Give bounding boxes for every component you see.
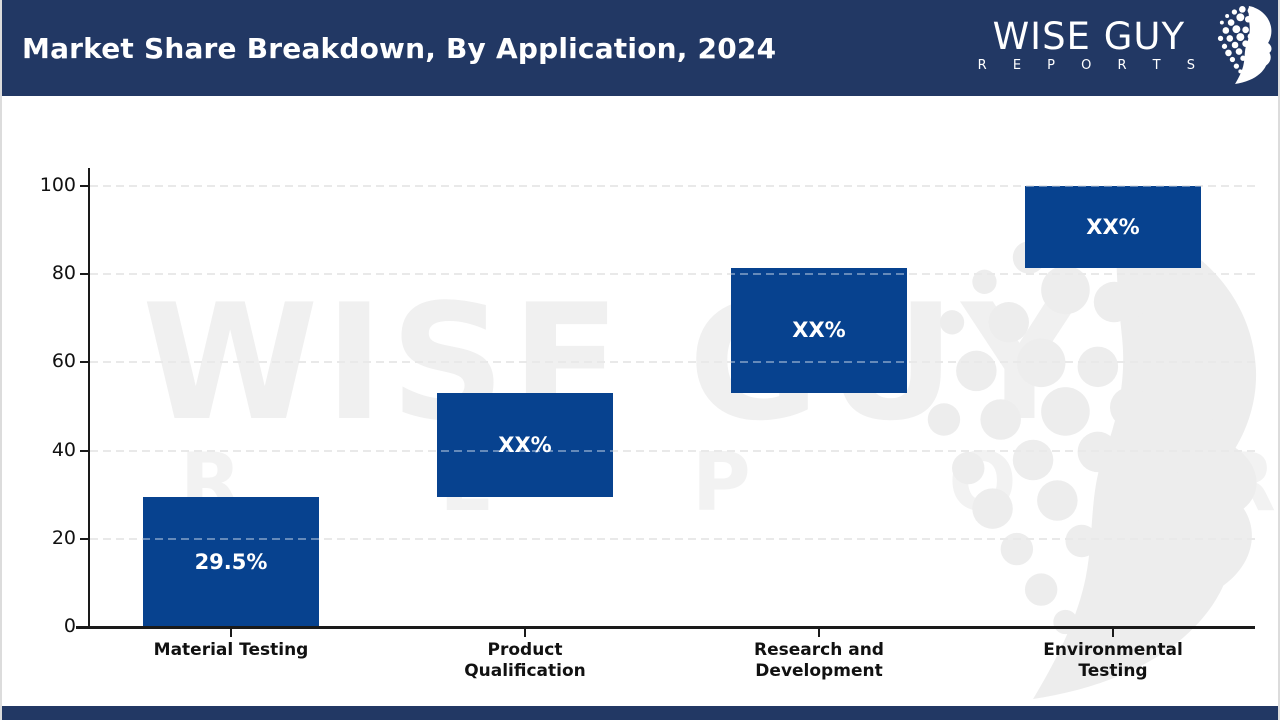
brand-head-icon (1208, 4, 1274, 86)
y-axis-tick-label: 100 (39, 174, 76, 196)
footer-bar (2, 706, 1278, 720)
bar-segment: XX% (1025, 186, 1201, 268)
y-axis-tick-label: 0 (63, 615, 76, 637)
y-axis-tick-label: 60 (51, 350, 76, 373)
x-axis-tick-label: Environmental Testing (1043, 640, 1183, 681)
bar-value-label: XX% (498, 433, 552, 458)
gridline-overlay (90, 185, 1255, 187)
header-bar: Market Share Breakdown, By Application, … (2, 0, 1278, 96)
gridline-overlay (90, 361, 1255, 364)
y-axis-tick-label: 40 (51, 438, 76, 461)
y-axis-tick-label: 20 (51, 526, 76, 549)
x-axis-tick (524, 629, 526, 637)
gridline (90, 273, 1255, 276)
bar-segment: XX% (437, 393, 613, 497)
bar-value-label: XX% (792, 318, 846, 343)
y-axis-tick (80, 273, 89, 276)
x-axis-line (76, 626, 1255, 629)
y-axis-tick (80, 537, 89, 540)
chart-title: Market Share Breakdown, By Application, … (22, 31, 777, 65)
bar-segment: 29.5% (143, 496, 319, 627)
gridline-overlay (90, 273, 1255, 276)
x-axis-tick-label: Product Qualification (464, 640, 586, 681)
gridline (90, 185, 1255, 187)
bar-segment: XX% (731, 267, 907, 394)
gridline (90, 449, 1255, 452)
gridline (90, 537, 1255, 540)
x-axis-tick (1112, 629, 1114, 637)
y-axis-line (88, 168, 90, 628)
y-axis-tick (80, 361, 89, 364)
x-axis-tick (818, 629, 820, 637)
brand-logo-text: WISE GUY R E P O R T S (972, 14, 1206, 74)
brand-logo: WISE GUY R E P O R T S (972, 4, 1274, 86)
gridline-overlay (90, 537, 1255, 540)
bar-value-label: XX% (1086, 214, 1140, 239)
gridline (90, 361, 1255, 364)
x-axis-tick-label: Research and Development (754, 640, 884, 681)
watermark-head-icon (867, 210, 1272, 710)
x-axis-tick-label: Material Testing (153, 640, 309, 660)
brand-subtitle: R E P O R T S (977, 58, 1206, 74)
bar-value-label: 29.5% (194, 549, 268, 574)
x-axis-tick (230, 629, 232, 637)
brand-name: WISE GUY (992, 14, 1186, 58)
y-axis-tick (80, 185, 89, 187)
gridline-overlay (90, 449, 1255, 452)
y-axis-tick (80, 449, 89, 452)
y-axis-tick-label: 80 (51, 262, 76, 285)
